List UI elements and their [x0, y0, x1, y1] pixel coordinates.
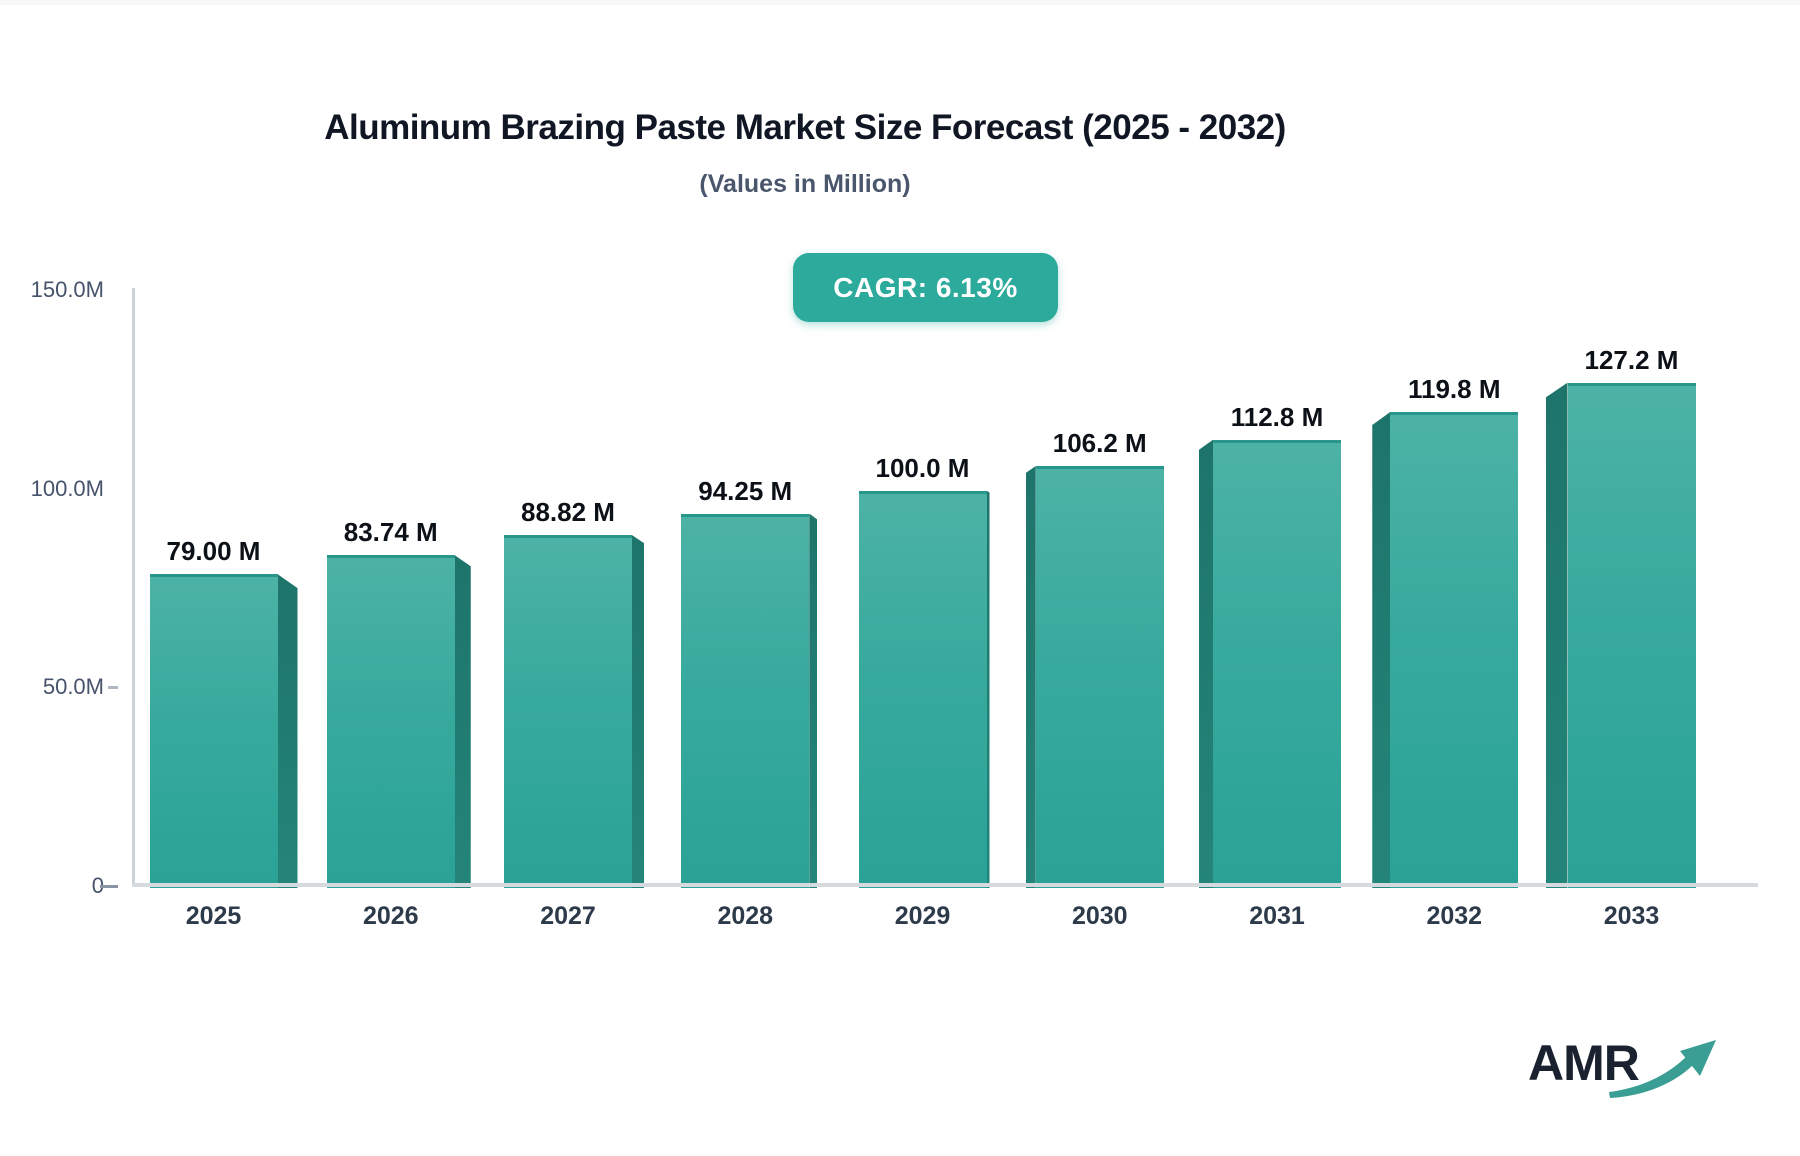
y-axis-tick-label: 150.0M — [30, 277, 104, 302]
bar-value-label: 83.74 M — [343, 517, 438, 548]
bar-side-face — [1199, 439, 1213, 888]
x-axis-year-label: 2032 — [1426, 902, 1483, 930]
bar-2025 — [149, 574, 278, 888]
bar-side-face — [1372, 411, 1391, 888]
bar-value-label: 88.82 M — [521, 497, 615, 528]
y-axis-tick-mark — [100, 885, 118, 888]
bar-2026 — [326, 555, 455, 888]
x-axis-year-label: 2033 — [1603, 902, 1660, 930]
bar-side-face — [809, 513, 818, 888]
bar-2029 — [858, 490, 987, 888]
bar-2030 — [1035, 466, 1164, 888]
bar-2027 — [504, 535, 632, 888]
x-axis-year-label: 2027 — [540, 902, 596, 930]
title-wrap: Aluminum Brazing Paste Market Size Forec… — [0, 108, 1610, 148]
bar-side-face — [277, 574, 298, 888]
amr-logo-text: AMR — [1528, 1035, 1640, 1091]
bar-side-face — [632, 535, 644, 888]
x-axis-year-label: 2031 — [1249, 902, 1305, 930]
growth-arrow-icon — [1609, 1040, 1716, 1098]
cagr-badge: CAGR: 6.13% — [793, 253, 1058, 322]
page-title: Aluminum Brazing Paste Market Size Forec… — [324, 108, 1286, 147]
x-axis-year-label: 2026 — [362, 902, 419, 930]
x-axis-year-label: 2030 — [1071, 902, 1128, 930]
x-axis-year-label: 2029 — [894, 902, 951, 930]
bar-2033 — [1567, 382, 1696, 888]
bar-value-label: 119.8 M — [1407, 373, 1501, 404]
amr-logo: AMR — [1528, 1034, 1728, 1114]
bar-value-label: 94.25 M — [698, 475, 793, 506]
bar-value-label: 112.8 M — [1230, 401, 1324, 432]
page-subtitle: (Values in Million) — [699, 170, 911, 198]
bar-side-face — [986, 490, 990, 888]
bar-side-face — [1545, 382, 1568, 888]
bar-value-label: 106.2 M — [1052, 428, 1147, 459]
bar-side-face — [454, 555, 471, 888]
bar-value-label: 100.0 M — [875, 452, 970, 483]
bar-2032 — [1390, 411, 1519, 888]
subtitle-wrap: (Values in Million) — [0, 170, 1610, 199]
cagr-badge-label: CAGR: 6.13% — [833, 271, 1018, 303]
x-axis-year-label: 2025 — [185, 902, 242, 930]
y-axis-tick-label: 0 — [91, 873, 104, 898]
x-axis-baseline — [132, 883, 1758, 887]
y-axis-tick-label: 100.0M — [30, 475, 104, 501]
top-border-strip — [0, 0, 1800, 5]
bar-value-label: 79.00 M — [166, 536, 261, 567]
x-axis-year-label: 2028 — [717, 902, 774, 930]
y-axis-tick-mark — [108, 686, 118, 690]
y-axis-line — [132, 288, 135, 887]
bar-2031 — [1213, 439, 1341, 888]
bar-side-face — [1025, 466, 1036, 888]
bar-2028 — [681, 513, 810, 888]
bar-value-label: 127.2 M — [1584, 344, 1679, 375]
y-axis-tick-label: 50.0M — [42, 674, 104, 700]
